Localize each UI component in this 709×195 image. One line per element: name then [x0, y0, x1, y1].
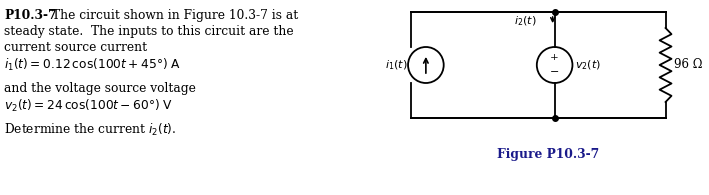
Text: $v_2(t)$: $v_2(t)$ — [576, 58, 601, 72]
Text: and the voltage source voltage: and the voltage source voltage — [4, 82, 196, 95]
Text: $i_1(t) = 0.12\,\mathrm{cos}(100t+45°)\;$A: $i_1(t) = 0.12\,\mathrm{cos}(100t+45°)\;… — [4, 57, 181, 73]
Text: 96 Ω: 96 Ω — [674, 58, 703, 72]
Text: $i_1(t)$: $i_1(t)$ — [384, 58, 407, 72]
Text: +: + — [550, 53, 559, 63]
Text: The circuit shown in Figure 10.3-7 is at: The circuit shown in Figure 10.3-7 is at — [52, 9, 298, 22]
Text: −: − — [550, 67, 559, 77]
Text: current source current: current source current — [4, 41, 147, 54]
Text: P10.3-7: P10.3-7 — [4, 9, 57, 22]
Text: steady state.  The inputs to this circuit are the: steady state. The inputs to this circuit… — [4, 25, 294, 38]
Text: $i_2(t)$: $i_2(t)$ — [514, 14, 537, 28]
Text: Determine the current $i_2(t)$.: Determine the current $i_2(t)$. — [4, 122, 177, 138]
Text: $v_2(t) = 24\,\mathrm{cos}(100t-60°)\;$V: $v_2(t) = 24\,\mathrm{cos}(100t-60°)\;$V — [4, 98, 173, 114]
Text: Figure P10.3-7: Figure P10.3-7 — [496, 148, 599, 161]
